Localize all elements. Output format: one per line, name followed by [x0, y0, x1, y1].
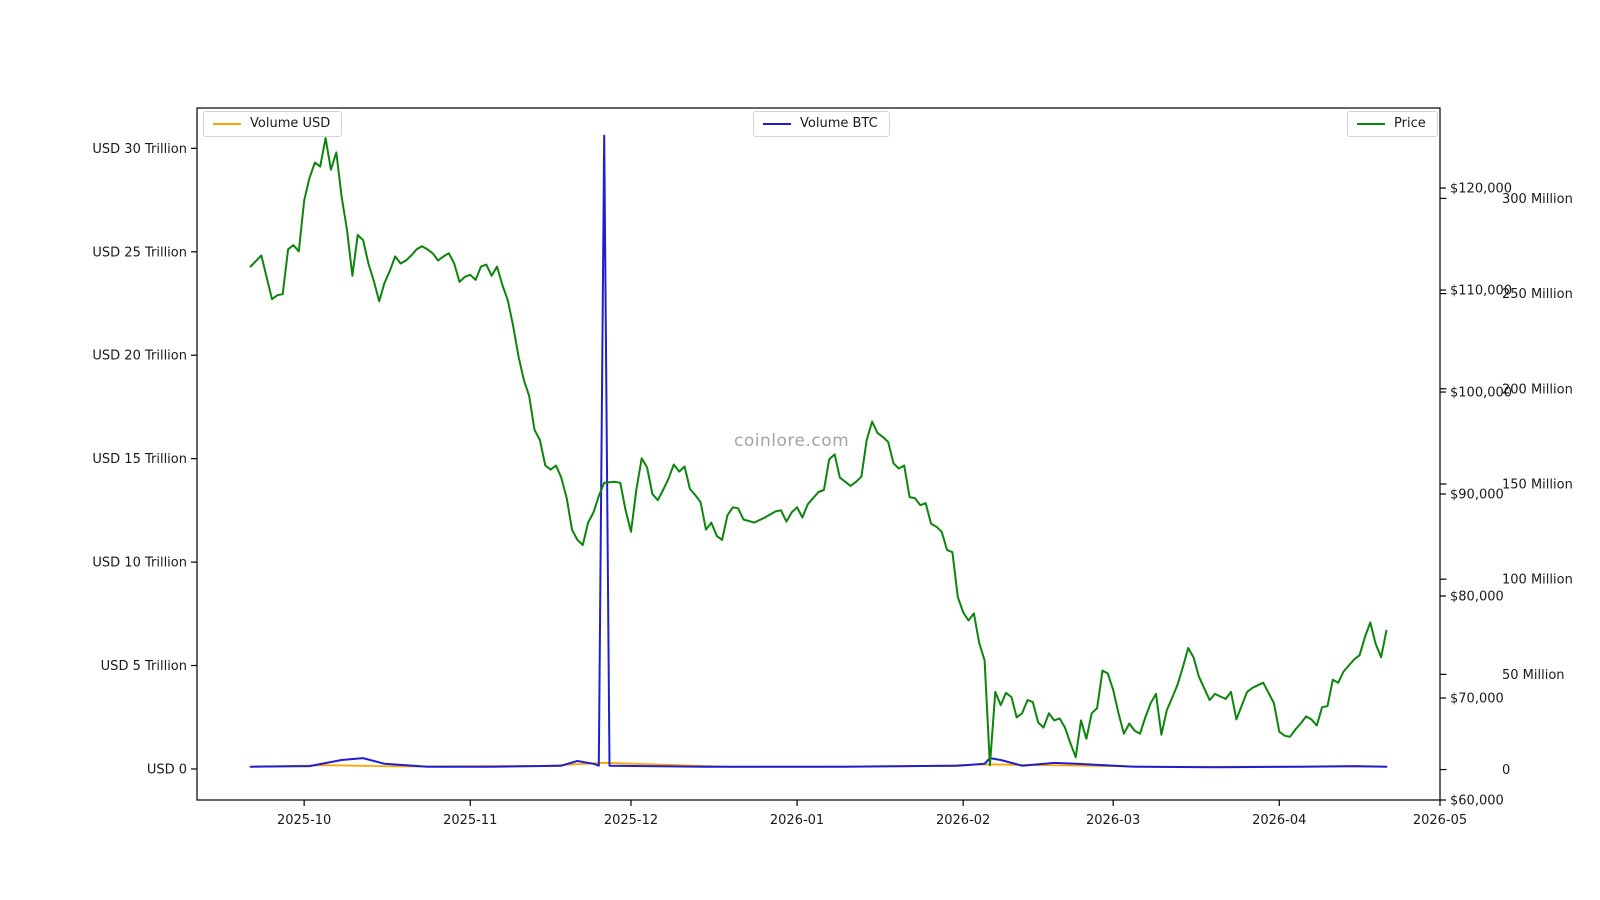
- x-tick-label: 2025-11: [443, 813, 497, 828]
- price-tick-label: $110,000: [1450, 284, 1512, 299]
- price-tick-label: $80,000: [1450, 590, 1504, 605]
- price-line: [249, 137, 1388, 767]
- x-tick-label: 2026-03: [1086, 813, 1140, 828]
- btc-tick-label: 100 Million: [1502, 573, 1573, 588]
- x-tick-label: 2025-12: [604, 813, 658, 828]
- legend-volume-usd-label: Volume USD: [250, 116, 331, 131]
- legend-price: Price: [1347, 111, 1438, 137]
- legend-price-label: Price: [1394, 116, 1426, 131]
- plot-frame: [196, 107, 1441, 801]
- price-tick-label: $70,000: [1450, 692, 1504, 707]
- btc-tick-label: 0: [1502, 763, 1510, 778]
- volume-usd-line: [249, 761, 1388, 768]
- btc-tick-label: 300 Million: [1502, 192, 1573, 207]
- btc-tick-label: 50 Million: [1502, 668, 1565, 683]
- usd-tick-label: USD 5 Trillion: [101, 659, 187, 674]
- axes-layer: 2025-10 2025-11 2025-12 2026-01 2026-02 2026-…: [92, 107, 1573, 828]
- price-tick-label: $100,000: [1450, 386, 1512, 401]
- usd-tick-label: USD 25 Trillion: [92, 245, 187, 260]
- volume-btc-line: [249, 134, 1388, 769]
- legend-volume-btc-label: Volume BTC: [800, 116, 878, 131]
- btc-tick-label: 250 Million: [1502, 287, 1573, 302]
- x-tick-label: 2026-01: [770, 813, 824, 828]
- usd-tick-label: USD 10 Trillion: [92, 556, 187, 571]
- x-tick-label: 2026-02: [936, 813, 990, 828]
- price-tick-label: $90,000: [1450, 488, 1504, 503]
- legend-volume-usd: Volume USD: [203, 111, 343, 137]
- x-tick-label: 2025-10: [277, 813, 331, 828]
- usd-tick-label: USD 30 Trillion: [92, 142, 187, 157]
- volume-btc-swatch: [763, 122, 791, 125]
- usd-tick-label: USD 15 Trillion: [92, 452, 187, 467]
- price-tick-label: $60,000: [1450, 794, 1504, 809]
- btc-tick-label: 150 Million: [1502, 477, 1573, 492]
- x-tick-label: 2026-05: [1413, 813, 1467, 828]
- usd-tick-label: USD 0: [147, 762, 187, 777]
- volume-usd-swatch: [213, 122, 241, 125]
- usd-tick-label: USD 20 Trillion: [92, 349, 187, 364]
- legend-volume-btc: Volume BTC: [753, 111, 890, 137]
- btc-tick-label: 200 Million: [1502, 382, 1573, 397]
- series-layer: [249, 134, 1388, 769]
- price-tick-label: $120,000: [1450, 182, 1512, 197]
- watermark: coinlore.com: [734, 431, 850, 451]
- x-tick-label: 2026-04: [1252, 813, 1306, 828]
- price-swatch: [1357, 122, 1385, 125]
